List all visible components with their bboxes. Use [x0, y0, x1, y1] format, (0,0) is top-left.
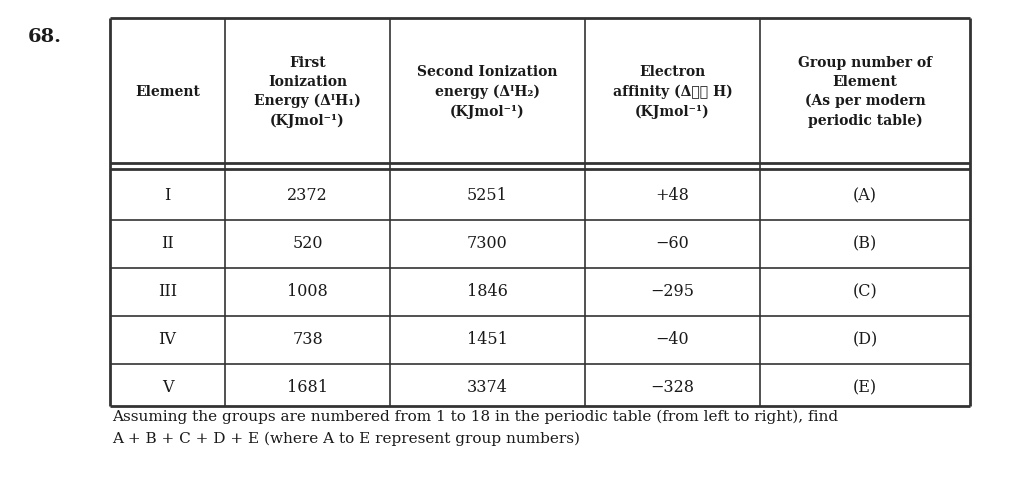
Text: 2372: 2372 [287, 187, 328, 205]
Text: (D): (D) [852, 332, 878, 348]
Text: (B): (B) [853, 236, 878, 253]
Text: 1451: 1451 [467, 332, 508, 348]
Text: Group number of
Element
(As per modern
periodic table): Group number of Element (As per modern p… [798, 56, 932, 128]
Text: V: V [162, 379, 173, 396]
Text: 3374: 3374 [467, 379, 508, 396]
Text: (C): (C) [853, 284, 878, 301]
Text: 1008: 1008 [287, 284, 328, 301]
Text: Electron
affinity (Δᵲᵲ H)
(KJmol⁻¹): Electron affinity (Δᵲᵲ H) (KJmol⁻¹) [612, 65, 732, 119]
Text: II: II [161, 236, 174, 253]
Text: 5251: 5251 [467, 187, 508, 205]
Text: III: III [158, 284, 177, 301]
Text: −40: −40 [655, 332, 689, 348]
Text: 520: 520 [292, 236, 323, 253]
Text: 7300: 7300 [467, 236, 508, 253]
Text: (A): (A) [853, 187, 877, 205]
Text: Second Ionization
energy (ΔᴵH₂)
(KJmol⁻¹): Second Ionization energy (ΔᴵH₂) (KJmol⁻¹… [417, 65, 558, 119]
Text: Assuming the groups are numbered from 1 to 18 in the periodic table (from left t: Assuming the groups are numbered from 1 … [112, 410, 838, 424]
Text: (E): (E) [853, 379, 878, 396]
Text: 738: 738 [292, 332, 323, 348]
Text: −295: −295 [650, 284, 694, 301]
Text: I: I [164, 187, 171, 205]
Text: 1846: 1846 [467, 284, 508, 301]
Text: Element: Element [135, 85, 200, 99]
Text: 68.: 68. [28, 28, 62, 46]
Text: −328: −328 [650, 379, 694, 396]
Text: IV: IV [159, 332, 176, 348]
Text: −60: −60 [655, 236, 689, 253]
Text: A + B + C + D + E (where A to E represent group numbers): A + B + C + D + E (where A to E represen… [112, 432, 580, 446]
Text: First
Ionization
Energy (ΔᴵH₁)
(KJmol⁻¹): First Ionization Energy (ΔᴵH₁) (KJmol⁻¹) [254, 56, 360, 128]
Text: +48: +48 [655, 187, 689, 205]
Text: 1681: 1681 [287, 379, 328, 396]
